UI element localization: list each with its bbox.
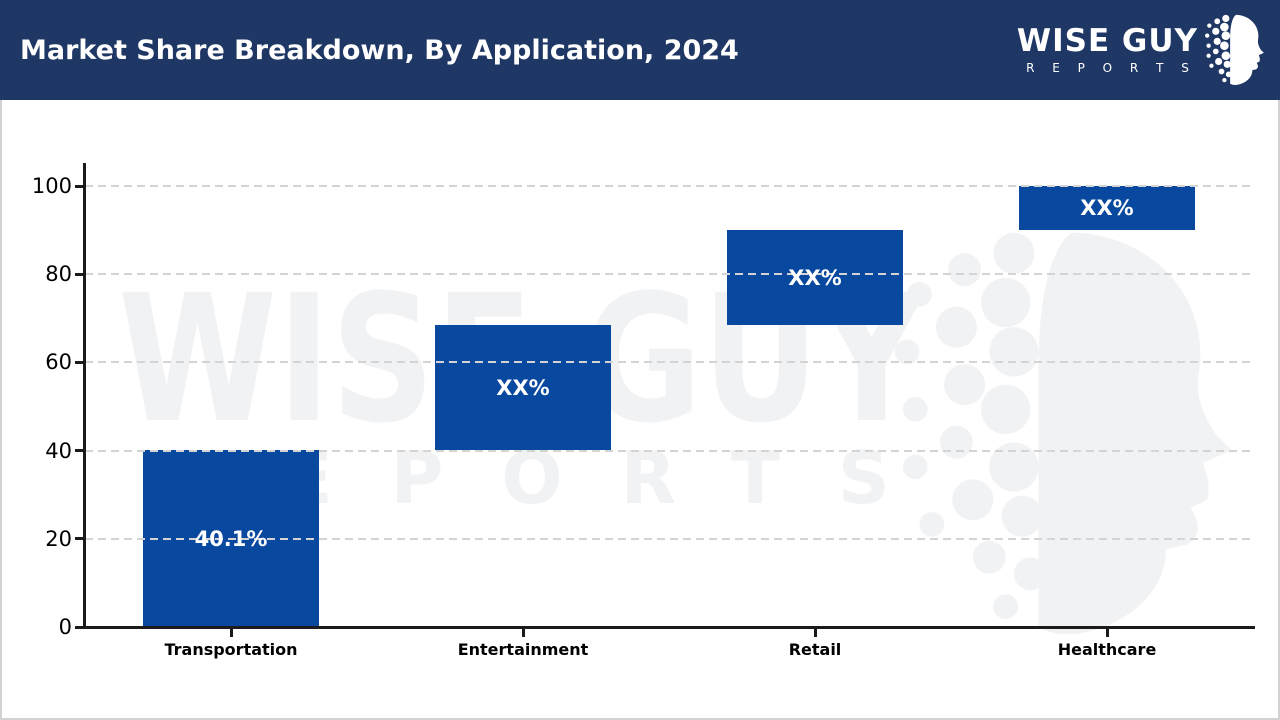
bar-retail <box>727 230 903 325</box>
gridline-40 <box>85 449 1253 452</box>
y-tick-label-40: 40 <box>45 438 72 463</box>
watermark-face-logo-icon <box>894 232 1232 635</box>
x-tick-mark-retail <box>813 629 817 637</box>
y-tick-label-60: 60 <box>45 350 72 375</box>
y-tick-mark-80 <box>75 272 84 276</box>
y-tick-mark-100 <box>75 184 84 188</box>
category-label-entertainment: Entertainment <box>457 640 589 659</box>
y-tick-label-80: 80 <box>45 262 72 287</box>
gridline-60 <box>85 361 1253 364</box>
bar-label-healthcare: XX% <box>1080 196 1134 221</box>
category-label-healthcare: Healthcare <box>1057 640 1157 659</box>
y-tick-mark-60 <box>75 360 84 364</box>
logo-subtext: R E P O R T S <box>1026 60 1196 75</box>
bar-entertainment <box>435 324 611 451</box>
gridline-100 <box>85 185 1253 187</box>
category-label-transportation: Transportation <box>164 640 298 659</box>
wise-guy-reports-logo: WISE GUY R E P O R T S <box>1017 10 1266 90</box>
logo-wordmark: WISE GUY <box>1016 22 1198 59</box>
y-tick-label-100: 100 <box>31 174 72 198</box>
y-axis-spine <box>83 163 86 629</box>
y-tick-mark-20 <box>75 537 84 541</box>
logo-text: WISE GUY R E P O R T S <box>1016 22 1198 75</box>
gridline-20 <box>85 537 1253 540</box>
bar-label-transportation: 40.1% <box>194 526 268 551</box>
bar-healthcare <box>1019 186 1195 231</box>
logo-face-icon <box>1205 14 1264 85</box>
y-tick-label-0: 0 <box>58 615 72 639</box>
x-axis-spine <box>83 626 1255 629</box>
x-tick-mark-healthcare <box>1105 629 1109 637</box>
y-tick-label-20: 20 <box>45 526 72 551</box>
gridline-80 <box>85 273 1253 276</box>
page-title: Market Share Breakdown, By Application, … <box>20 34 739 66</box>
bar-label-entertainment: XX% <box>496 375 550 400</box>
x-tick-mark-entertainment <box>521 629 525 637</box>
y-tick-mark-40 <box>75 449 84 453</box>
bar-label-retail: XX% <box>788 265 842 290</box>
y-tick-mark-0 <box>75 625 84 629</box>
category-label-retail: Retail <box>788 640 842 659</box>
header-bar: Market Share Breakdown, By Application, … <box>0 0 1280 100</box>
x-tick-mark-transportation <box>229 629 233 637</box>
